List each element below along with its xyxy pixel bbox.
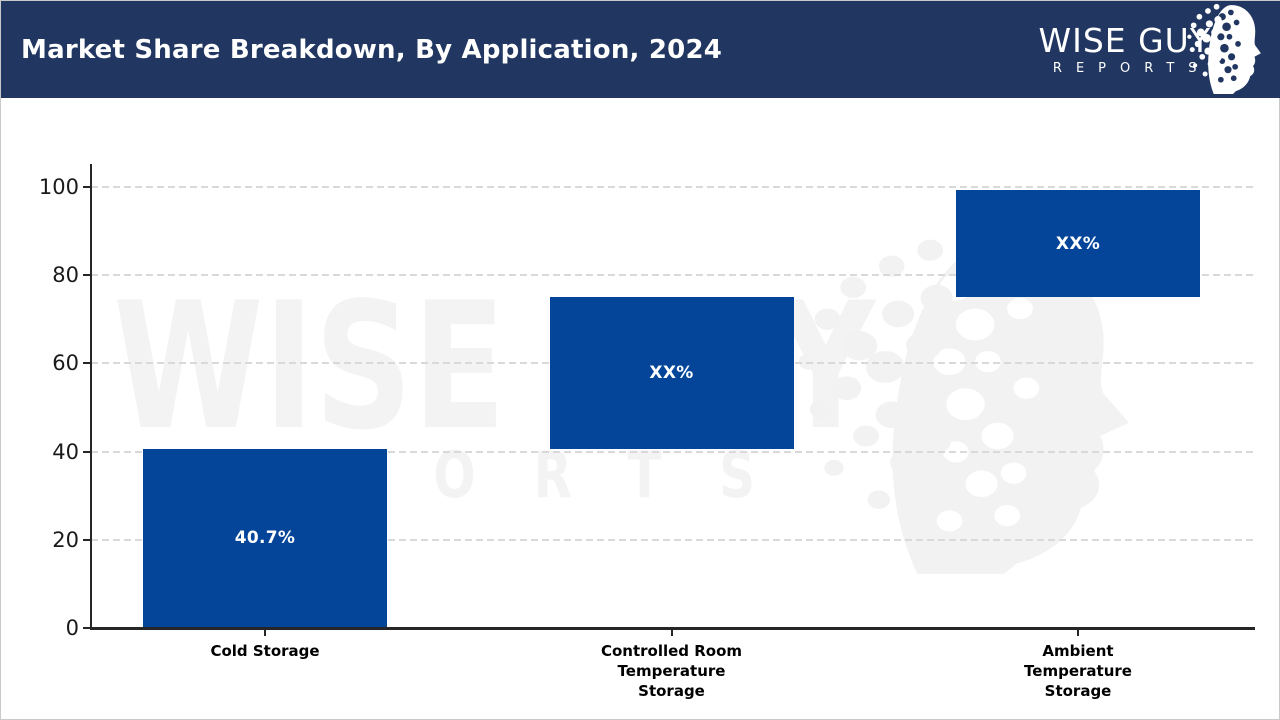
- logo-text: WISE GUY REPORTS: [1038, 20, 1211, 76]
- bar-segment: 40.7%: [143, 448, 387, 628]
- y-tick-mark: [83, 450, 91, 453]
- x-category-label: Controlled Room Temperature Storage: [522, 641, 822, 701]
- y-axis-line: [90, 164, 92, 630]
- bar-value-label: XX%: [649, 362, 694, 383]
- x-category-label-line: Ambient: [1042, 642, 1114, 660]
- x-category-label-line: Storage: [1044, 682, 1112, 700]
- page-title: Market Share Breakdown, By Application, …: [21, 34, 723, 65]
- y-tick-mark: [83, 627, 91, 629]
- x-tick-mark: [670, 628, 673, 636]
- y-gridline: [91, 186, 1254, 188]
- logo-subtitle: REPORTS: [1052, 60, 1211, 76]
- y-tick-mark: [83, 274, 91, 277]
- y-gridline: [91, 274, 1254, 277]
- y-gridline: [91, 450, 1254, 453]
- bar-value-label: XX%: [1055, 233, 1101, 254]
- x-tick-mark: [264, 628, 266, 636]
- bar-value-label: 40.7%: [234, 528, 296, 549]
- logo-wordmark: WISE GUY: [1038, 20, 1211, 60]
- y-tick-label: 0: [65, 616, 79, 640]
- y-tick-label: 20: [52, 527, 79, 552]
- x-category-label-line: Storage: [638, 682, 705, 700]
- x-category-label: Ambient Temperature Storage: [928, 641, 1228, 701]
- wise-guy-reports-logo: WISE GUY REPORTS: [1038, 1, 1271, 98]
- y-tick-label: 100: [38, 175, 79, 199]
- x-category-label-line: Temperature: [617, 662, 726, 680]
- x-category-label: Cold Storage: [115, 641, 415, 661]
- y-tick-mark: [83, 538, 91, 541]
- y-tick-label: 80: [52, 263, 79, 288]
- y-tick-mark: [83, 186, 91, 188]
- y-gridline: [91, 538, 1254, 541]
- bar-segment: XX%: [549, 297, 794, 449]
- watermark-head-icon: [789, 229, 1174, 578]
- bar-segment: XX%: [956, 190, 1200, 298]
- x-category-label-line: Cold Storage: [210, 642, 320, 660]
- logo-head-icon: [1185, 1, 1271, 98]
- x-category-label-line: Controlled Room: [600, 642, 743, 660]
- x-tick-mark: [1077, 628, 1079, 636]
- header-bar: Market Share Breakdown, By Application, …: [1, 1, 1280, 98]
- y-tick-mark: [83, 362, 91, 365]
- x-axis-line: [90, 627, 1255, 630]
- x-category-label-line: Temperature: [1024, 662, 1132, 680]
- y-tick-label: 40: [52, 439, 79, 464]
- y-tick-label: 60: [52, 351, 79, 376]
